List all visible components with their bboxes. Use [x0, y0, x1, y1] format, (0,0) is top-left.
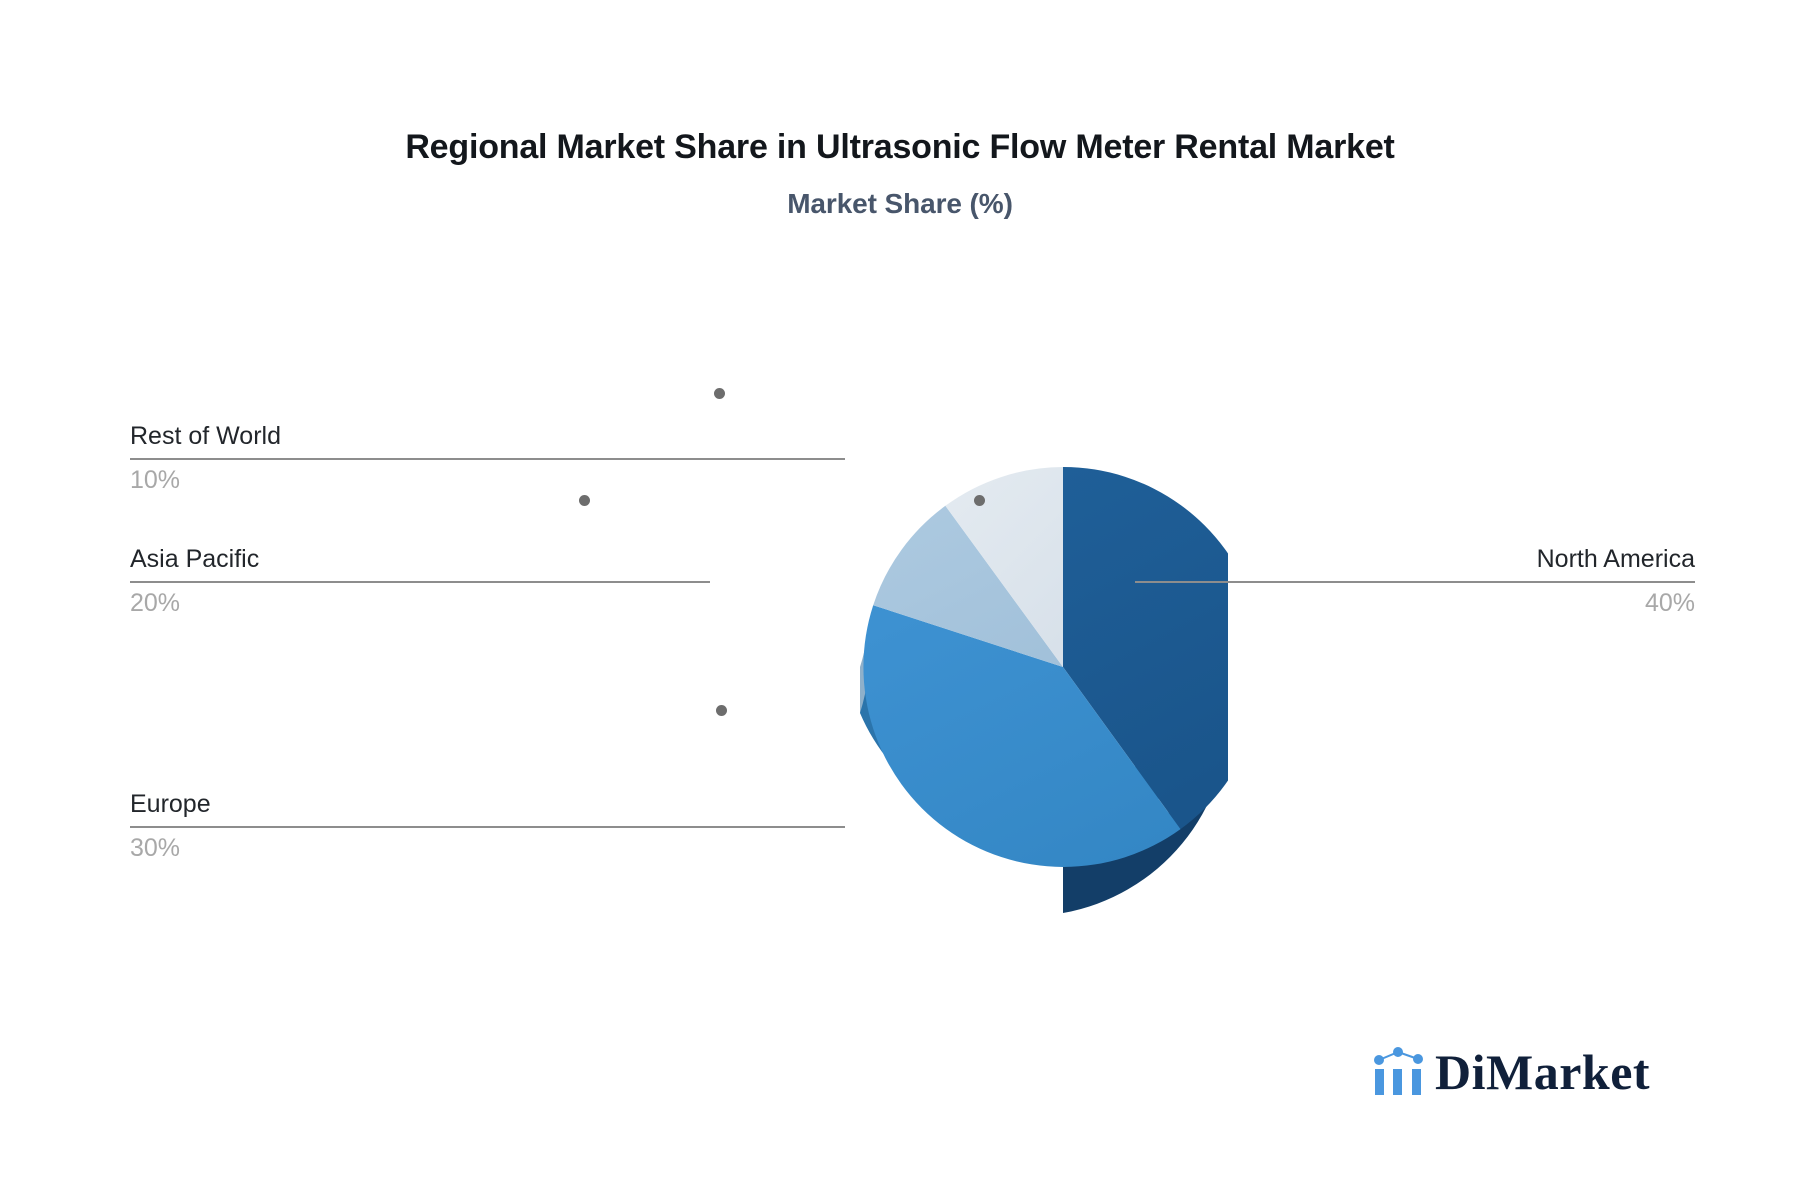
callout-europe: Europe 30% — [130, 788, 845, 864]
callout-label-north-america: North America — [1536, 545, 1695, 573]
callout-rule-rest-of-world — [130, 458, 845, 460]
callout-north-america: North America 40% — [1135, 543, 1695, 619]
callout-value-europe: 30% — [130, 834, 181, 862]
pie-slice-north-america[interactable] — [1063, 466, 1228, 830]
pie-slice-asia-pacific[interactable] — [873, 505, 1063, 667]
brand-logo: DiMarket — [1373, 1047, 1650, 1097]
pie-chart-svg — [860, 466, 1228, 913]
callout-rule-europe — [130, 826, 845, 828]
leader-dot-asia-pacific — [579, 495, 590, 506]
callout-label-rest-of-world: Rest of World — [130, 422, 281, 450]
callout-label-asia-pacific: Asia Pacific — [130, 545, 260, 573]
leader-dot-rest-of-world — [714, 388, 725, 399]
chart-subtitle: Market Share (%) — [787, 188, 1013, 219]
callout-rest-of-world: Rest of World 10% — [130, 420, 845, 496]
callout-value-asia-pacific: 20% — [130, 589, 181, 617]
callout-rule-asia-pacific — [130, 581, 710, 583]
callout-value-rest-of-world: 10% — [130, 466, 181, 494]
callout-label-europe: Europe — [130, 790, 211, 818]
callout-asia-pacific: Asia Pacific 20% — [130, 543, 710, 619]
pie-slice-rest-of-world[interactable] — [945, 467, 1063, 667]
page-title: Regional Market Share in Ultrasonic Flow… — [405, 128, 1395, 166]
brand-name: DiMarket — [1435, 1044, 1651, 1100]
callout-rule-north-america — [1135, 581, 1695, 583]
leader-dot-europe — [716, 705, 727, 716]
callout-value-north-america: 40% — [1644, 589, 1695, 617]
pie-chart — [578, 370, 1228, 960]
bar-chart-icon — [1374, 1047, 1423, 1095]
leader-dot-north-america — [974, 495, 985, 506]
pie-slice-europe[interactable] — [863, 605, 1181, 867]
